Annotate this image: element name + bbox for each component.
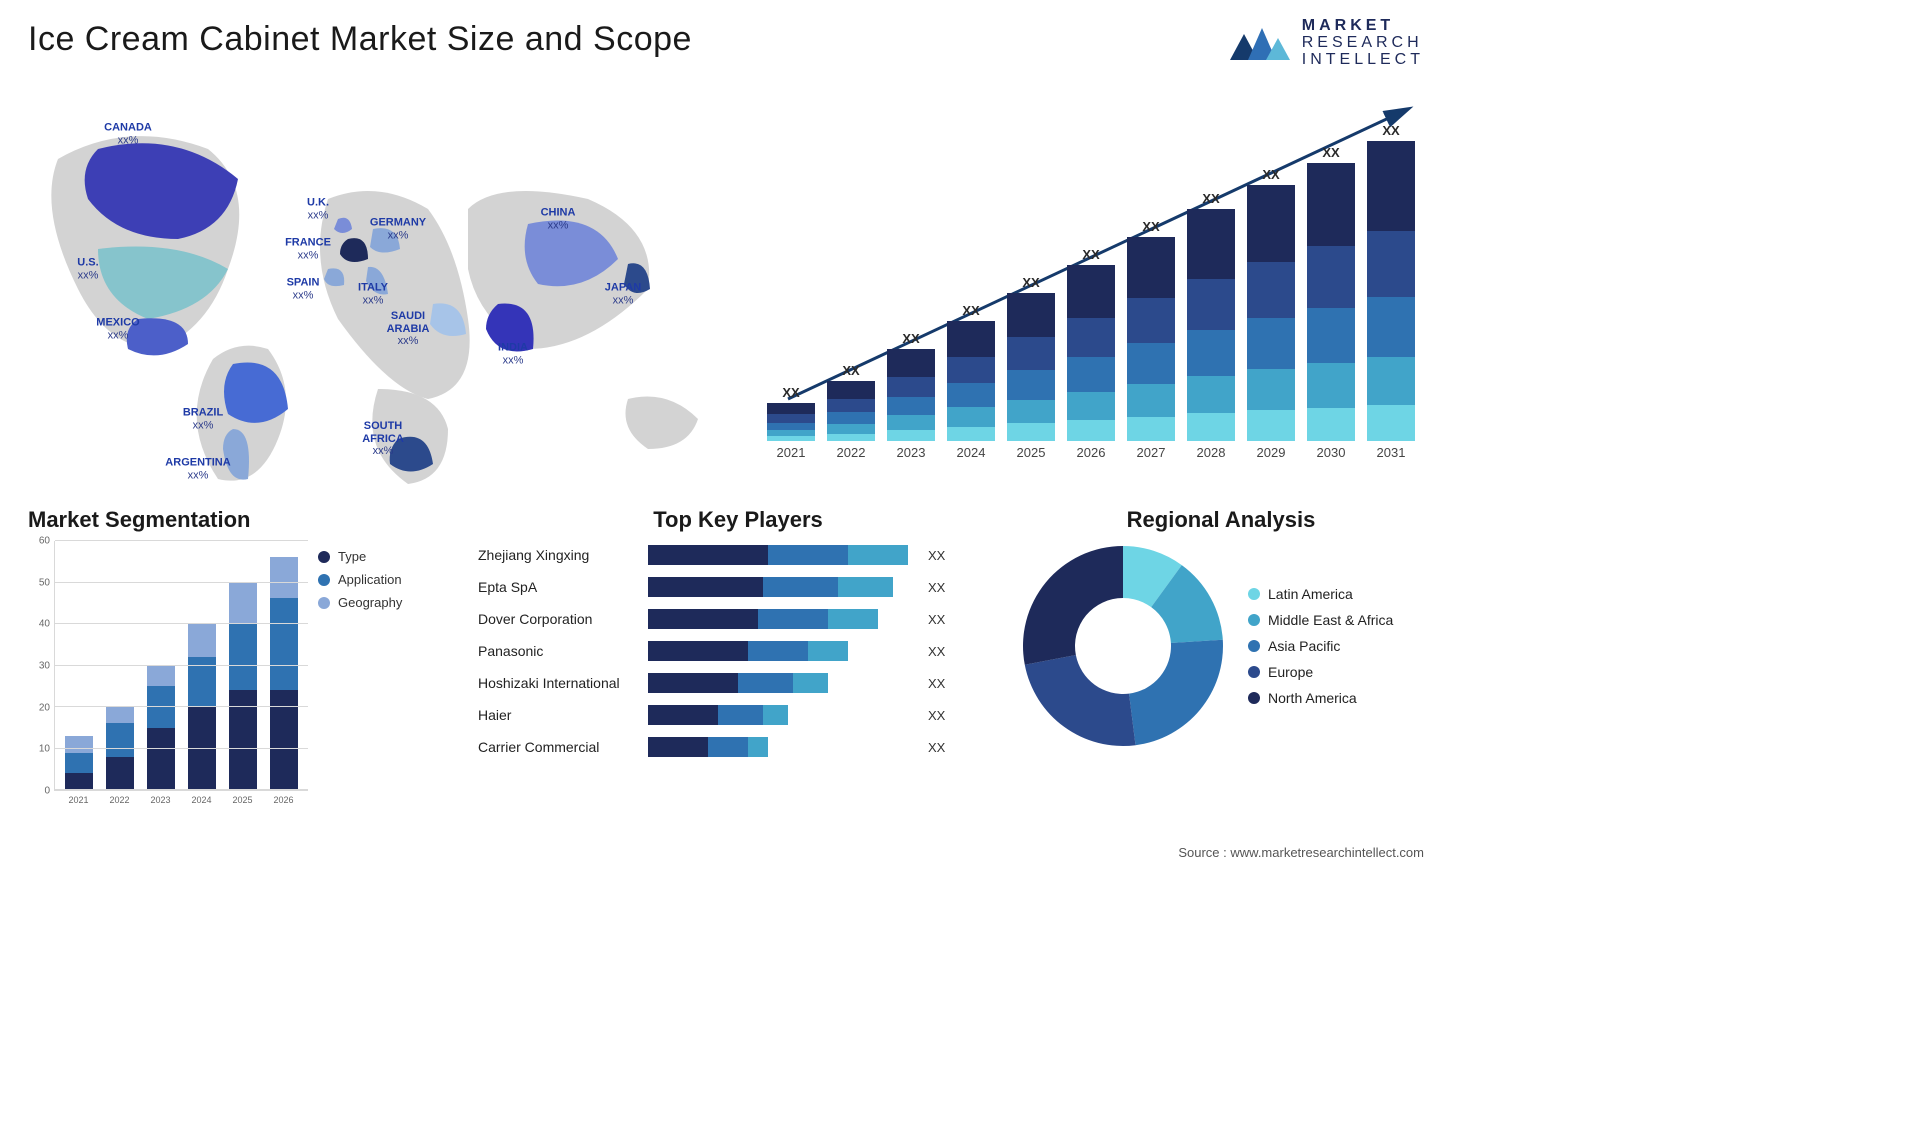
map-label: ARGENTINAxx% [165,456,230,481]
legend-item: Application [318,572,402,587]
map-label: CANADAxx% [104,121,152,146]
growth-bar: XX [767,403,815,441]
growth-bar: XX [887,349,935,441]
brand-logo: MARKET RESEARCH INTELLECT [1228,18,1424,68]
growth-bar: XX [1367,141,1415,441]
legend-item: Asia Pacific [1248,638,1393,654]
map-label: CHINAxx% [541,206,576,231]
regional-analysis-panel: Regional Analysis Latin America Middle Ea… [1018,507,1424,751]
market-size-chart: XXXXXXXXXXXXXXXXXXXXXX 20212022202320242… [758,89,1424,489]
key-player-row: Zhejiang XingxingXX [478,541,998,569]
growth-bar: XX [827,381,875,441]
growth-bar: XX [1247,185,1295,441]
key-player-row: Carrier CommercialXX [478,733,998,761]
key-player-row: Hoshizaki InternationalXX [478,669,998,697]
regional-donut-chart [1018,541,1228,751]
legend-item: Type [318,549,402,564]
page-title: Ice Cream Cabinet Market Size and Scope [28,20,1424,59]
logo-mark-icon [1228,20,1292,66]
growth-bar: XX [1187,209,1235,441]
segmentation-bar [147,665,175,790]
growth-bar: XX [1007,293,1055,441]
legend-item: Middle East & Africa [1248,612,1393,628]
key-players-title: Top Key Players [478,507,998,533]
growth-bar: XX [947,321,995,441]
key-player-row: Dover CorporationXX [478,605,998,633]
map-label: SAUDIARABIAxx% [387,310,430,348]
key-players-panel: Top Key Players Zhejiang XingxingXX Epta … [478,507,998,765]
legend-item: Latin America [1248,586,1393,602]
map-label: BRAZILxx% [183,406,223,431]
map-label: ITALYxx% [358,281,388,306]
growth-bar: XX [1127,237,1175,441]
legend-item: North America [1248,690,1393,706]
map-label: JAPANxx% [605,281,641,306]
growth-bar: XX [1067,265,1115,441]
regional-title: Regional Analysis [1018,507,1424,533]
map-label: INDIAxx% [498,341,528,366]
map-label: FRANCExx% [285,236,331,261]
logo-text: MARKET RESEARCH INTELLECT [1302,18,1424,68]
key-player-row: Epta SpAXX [478,573,998,601]
segmentation-bar [229,582,257,790]
legend-item: Europe [1248,664,1393,680]
segmentation-legend: Type Application Geography [318,541,402,805]
market-segmentation-panel: Market Segmentation 0102030405060 202120… [28,507,458,805]
map-label: GERMANYxx% [370,216,426,241]
map-label: U.K.xx% [307,196,329,221]
map-label: U.S.xx% [77,256,98,281]
legend-item: Geography [318,595,402,610]
segmentation-bar [270,557,298,790]
map-label: SOUTHAFRICAxx% [362,420,404,458]
world-map: CANADAxx% U.S.xx% MEXICOxx% BRAZILxx% ARGENT… [28,89,728,489]
growth-bar: XX [1307,163,1355,441]
source-attribution: Source : www.marketresearchintellect.com [1178,845,1424,860]
segmentation-bar [65,736,93,790]
map-label: SPAINxx% [287,276,320,301]
segmentation-title: Market Segmentation [28,507,458,533]
key-player-row: HaierXX [478,701,998,729]
key-player-row: PanasonicXX [478,637,998,665]
map-label: MEXICOxx% [96,316,139,341]
regional-legend: Latin America Middle East & Africa Asia Pa… [1248,576,1393,716]
